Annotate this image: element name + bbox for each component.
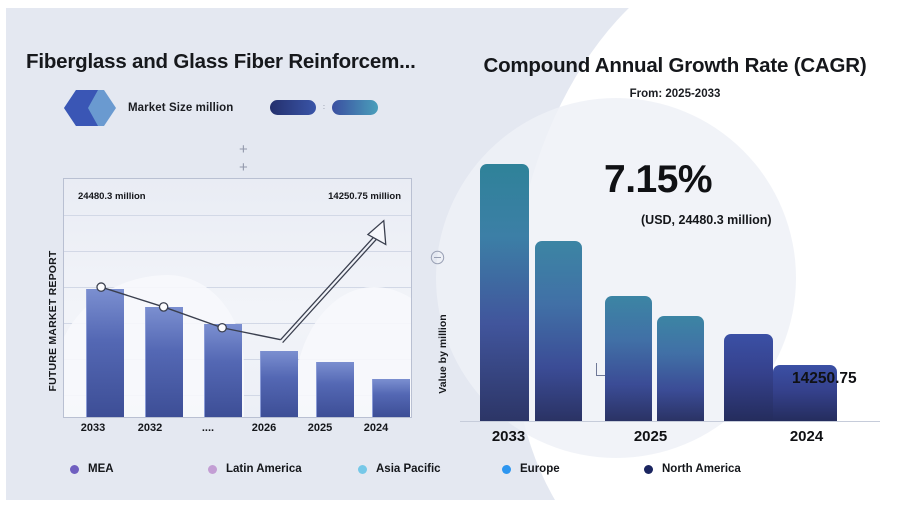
left-chart-x-label-2032: 2032 — [137, 422, 163, 434]
bar-2032 — [145, 307, 183, 417]
legend-item-europe[interactable]: Europe — [502, 463, 644, 475]
legend-label: Europe — [520, 463, 560, 475]
cagr-range: From: 2025-2033 — [629, 88, 721, 100]
legend-label: Asia Pacific — [376, 463, 441, 475]
left-chart-trend-line — [96, 219, 387, 344]
right-cagr-chart — [455, 150, 895, 422]
legend-color-swatch-icon — [502, 464, 511, 474]
right-chart-baseline — [460, 421, 880, 422]
cagr-usd-note: (USD, 24480.3 million) — [641, 213, 772, 227]
growth-arrow — [280, 219, 387, 344]
right-chart-x-label-2033: 2033 — [491, 428, 526, 445]
legend-label: Latin America — [226, 463, 302, 475]
right-chart-data-label: 14250.75 — [792, 370, 857, 387]
circle-minus-icon — [430, 250, 445, 265]
logo-subtitle: Market Size million — [128, 102, 234, 114]
left-chart-x-label-2024: 2024 — [363, 422, 389, 434]
left-chart-note-start: 24480.3 million — [78, 191, 146, 202]
bar-ellipsis — [204, 324, 242, 417]
cagr-title: Compound Annual Growth Rate (CAGR) — [483, 54, 867, 77]
left-chart-x-label-2033: 2033 — [80, 422, 106, 434]
plus-icon: + — [239, 159, 248, 176]
left-chart-x-label-2025: 2025 — [307, 422, 333, 434]
page-title: Fiberglass and Glass Fiber Reinforcem... — [26, 50, 416, 73]
bar-2024-lower — [773, 365, 837, 422]
legend-item-asia-pacific[interactable]: Asia Pacific — [358, 463, 502, 475]
plus-icon: + — [239, 141, 248, 158]
right-chart-y-axis-label: Value by million — [437, 314, 449, 394]
chart-legend: MEA Latin America Asia Pacific Europe No… — [70, 463, 830, 475]
hexagon-logo-icon — [62, 88, 118, 128]
legend-label: North America — [662, 463, 741, 475]
legend-item-north-america[interactable]: North America — [644, 463, 741, 475]
bar-2025-lower — [657, 316, 704, 422]
legend-color-swatch-icon — [208, 464, 217, 474]
legend-label: MEA — [88, 463, 114, 475]
bar-2024-upper — [724, 334, 773, 422]
left-chart-x-label-ellipsis: .... — [201, 422, 215, 434]
brand-logo-row: Market Size million — [62, 88, 233, 128]
legend-pill-separator: : — [323, 104, 325, 111]
left-chart-y-axis-label: FUTURE MARKET REPORT — [47, 250, 59, 392]
cagr-value: 7.15% — [604, 158, 713, 201]
left-market-size-chart: 24480.3 million 14250.75 million — [63, 178, 412, 418]
legend-item-mea[interactable]: MEA — [70, 463, 208, 475]
left-chart-x-label-2026: 2026 — [251, 422, 277, 434]
bar-2026 — [260, 351, 298, 417]
bar-2025-upper — [605, 296, 652, 422]
bar-2033-lower — [535, 241, 582, 422]
bar-2033 — [86, 289, 124, 417]
legend-color-swatch-icon — [358, 464, 367, 474]
legend-item-latin-america[interactable]: Latin America — [208, 463, 358, 475]
legend-pill-secondary — [331, 100, 378, 115]
left-chart-bars — [64, 179, 411, 417]
legend-color-swatch-icon — [70, 464, 79, 474]
bar-2033-upper — [480, 164, 529, 422]
left-chart-note-end: 14250.75 million — [328, 191, 401, 202]
legend-pills: : — [270, 100, 378, 115]
right-chart-x-label-2024: 2024 — [789, 428, 824, 445]
legend-color-swatch-icon — [644, 464, 653, 474]
legend-pill-primary — [270, 100, 316, 115]
right-chart-x-label-2025: 2025 — [633, 428, 668, 445]
bar-2025 — [316, 362, 354, 417]
bar-2024 — [372, 379, 410, 417]
